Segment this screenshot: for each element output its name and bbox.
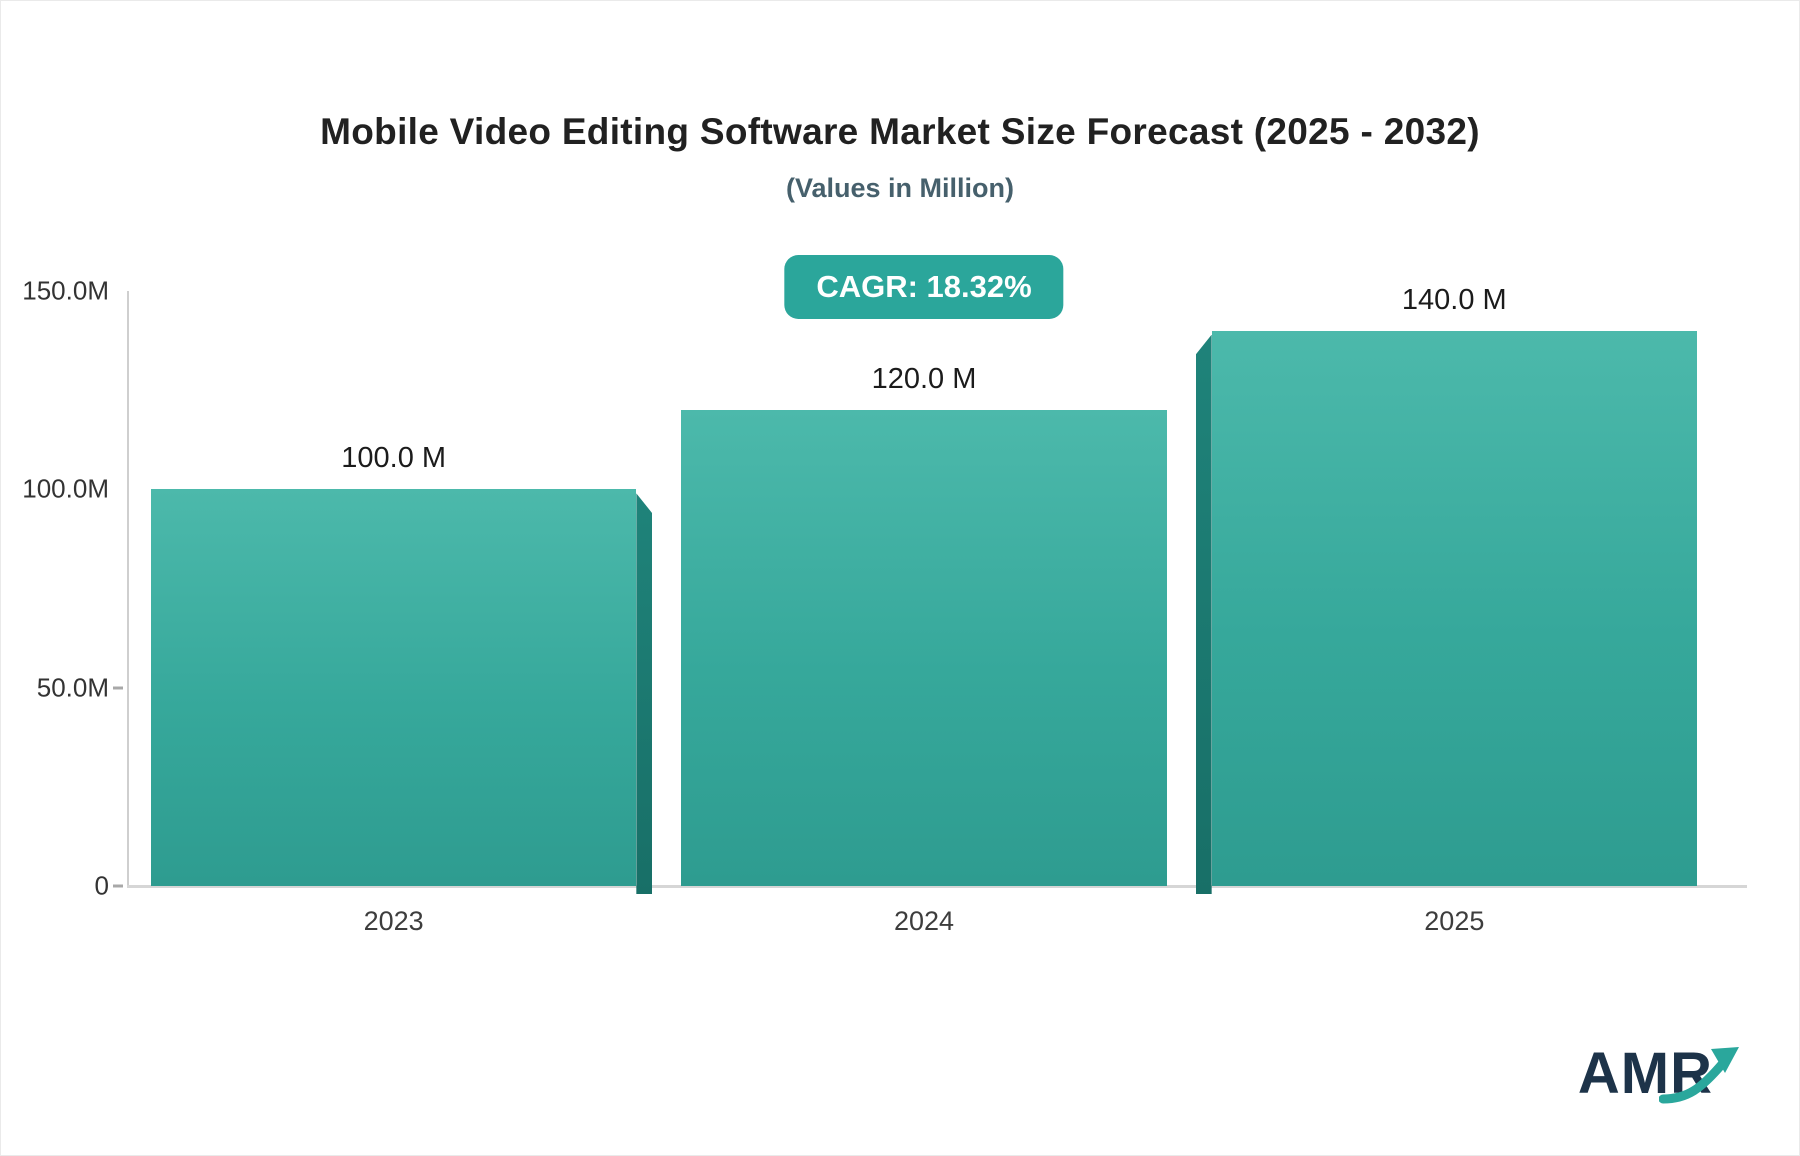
x-axis-label: 2024: [893, 906, 955, 936]
y-tick-label: 150.0M: [22, 275, 109, 306]
bar-group-2024: 120.0 M: [681, 291, 1167, 886]
bar-group-2025: 140.0 M: [1211, 284, 1697, 886]
bar-value-label: 120.0 M: [871, 363, 977, 395]
x-axis-label: 2023: [363, 906, 424, 936]
y-tick-mark: [113, 686, 123, 690]
x-axis-label: 2025: [1424, 906, 1485, 936]
y-tick-label: 100.0M: [22, 473, 109, 504]
bar-value-label: 140.0 M: [1401, 283, 1507, 316]
bar-2023: [151, 489, 637, 886]
bar-2024: [681, 410, 1167, 886]
y-tick-label: 50.0M: [36, 672, 109, 703]
cagr-badge: CAGR: 18.32%: [784, 255, 1064, 319]
bar-2025: [1211, 330, 1697, 886]
y-ticks: 150.0M 100.0M 50.0M 0: [22, 276, 1747, 901]
plot-area: 150.0M 100.0M 50.0M 0 100.0 M 120.0 M 140.0 M: [22, 276, 1749, 901]
growth-arrow-icon: [1659, 1047, 1739, 1104]
bars: 100.0 M 120.0 M 140.0 M: [129, 284, 1749, 886]
x-axis-line: [127, 885, 1747, 888]
y-axis-line: [127, 291, 129, 886]
x-axis-labels: 2023 2024 2025: [129, 906, 1749, 937]
bar-group-2023: 100.0 M: [151, 291, 637, 886]
y-tick-label: 0: [94, 870, 109, 901]
y-tick-mark: [113, 884, 123, 888]
chart-subtitle: (Values in Million): [785, 173, 1015, 203]
amr-logo: AMR: [1578, 1040, 1739, 1107]
chart-title: Mobile Video Editing Software Market Siz…: [320, 111, 1480, 152]
bar-value-label: 100.0 M: [341, 442, 447, 475]
